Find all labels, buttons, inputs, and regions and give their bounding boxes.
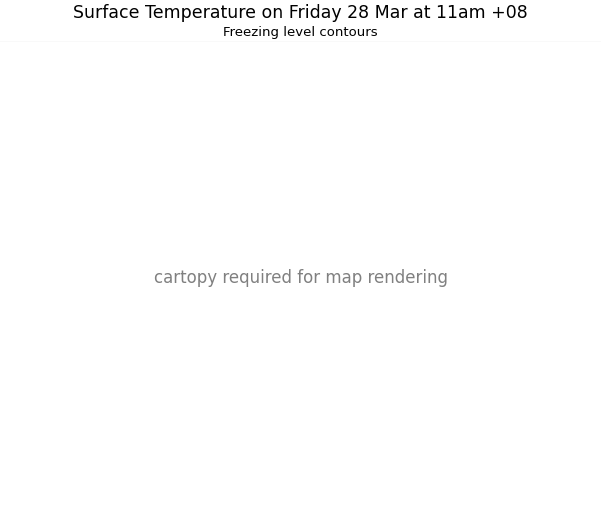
Text: Surface Temperature on Friday 28 Mar at 11am +08: Surface Temperature on Friday 28 Mar at …: [73, 4, 528, 22]
Text: Freezing level contours: Freezing level contours: [223, 26, 378, 40]
Text: cartopy required for map rendering: cartopy required for map rendering: [153, 269, 448, 287]
